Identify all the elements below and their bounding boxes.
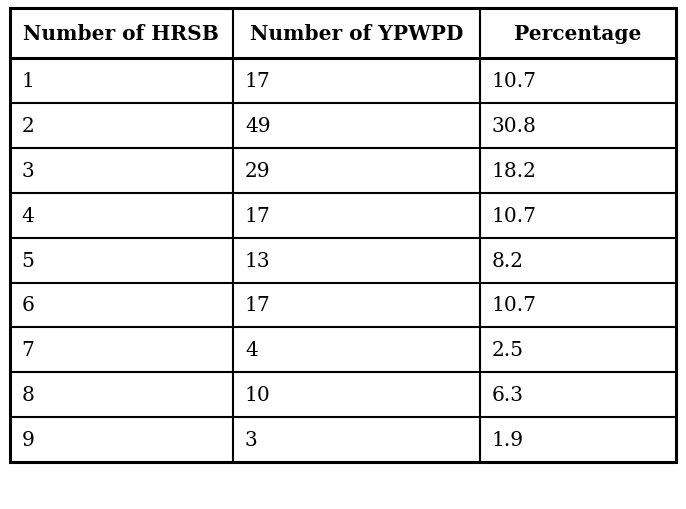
Text: 13: 13	[245, 251, 270, 270]
Text: 3: 3	[21, 161, 34, 181]
Text: 17: 17	[245, 72, 271, 91]
Text: 3: 3	[245, 430, 258, 449]
Bar	[10, 9, 676, 462]
Text: 4: 4	[21, 206, 34, 225]
Text: 10: 10	[245, 385, 271, 405]
Text: 17: 17	[245, 206, 271, 225]
Bar	[10, 9, 676, 462]
Text: 49: 49	[245, 117, 270, 136]
Text: Number of HRSB: Number of HRSB	[23, 24, 220, 44]
Text: 8.2: 8.2	[492, 251, 523, 270]
Text: 4: 4	[245, 341, 258, 360]
Text: 9: 9	[21, 430, 34, 449]
Text: 29: 29	[245, 161, 270, 181]
Text: 10.7: 10.7	[492, 206, 536, 225]
Text: 30.8: 30.8	[492, 117, 536, 136]
Text: 10.7: 10.7	[492, 72, 536, 91]
Text: 5: 5	[21, 251, 34, 270]
Text: 7: 7	[21, 341, 34, 360]
Text: 6: 6	[21, 296, 34, 315]
Text: 10.7: 10.7	[492, 296, 536, 315]
Text: 8: 8	[21, 385, 34, 405]
Text: Percentage: Percentage	[514, 24, 641, 44]
Text: Number of YPWPD: Number of YPWPD	[250, 24, 463, 44]
Text: 2: 2	[21, 117, 34, 136]
Text: 6.3: 6.3	[492, 385, 523, 405]
Text: 1: 1	[21, 72, 34, 91]
Text: 18.2: 18.2	[492, 161, 536, 181]
Text: 17: 17	[245, 296, 271, 315]
Text: 2.5: 2.5	[492, 341, 523, 360]
Text: 1.9: 1.9	[492, 430, 524, 449]
